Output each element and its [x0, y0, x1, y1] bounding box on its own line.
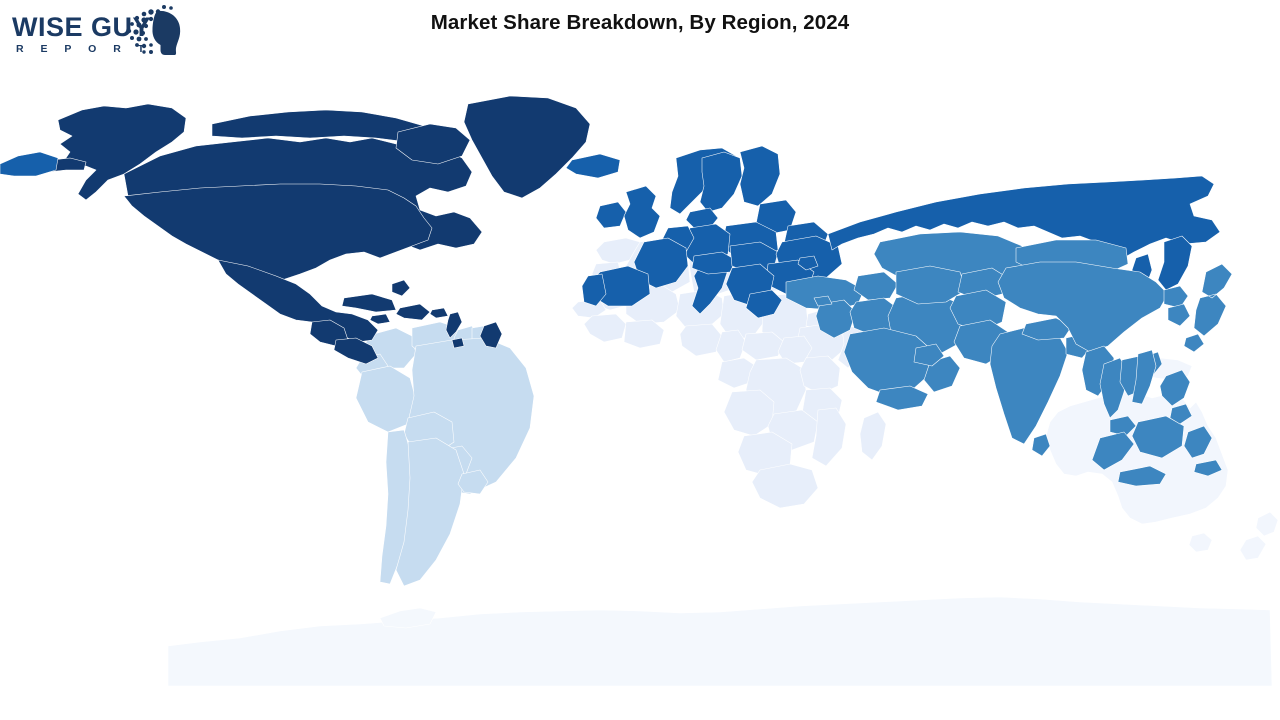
country-yemen — [876, 386, 928, 410]
country-new-zealand-south — [1240, 536, 1266, 560]
country-baffin-island — [396, 124, 470, 164]
region-south-america — [356, 322, 534, 586]
country-antarctic-peninsula — [380, 608, 436, 628]
country-georgia-armenia-azerbaijan — [854, 272, 898, 300]
country-russia-chukotka-west — [0, 152, 58, 176]
country-russia-kamchatka — [1158, 236, 1192, 290]
world-map-container — [0, 46, 1280, 706]
country-trinidad — [452, 338, 464, 348]
country-australia — [1046, 392, 1228, 524]
country-guinea-sierraleone-liberia — [584, 314, 626, 342]
country-sumatra — [1092, 432, 1134, 470]
country-vietnam — [1132, 350, 1156, 404]
country-north-korea — [1164, 286, 1188, 308]
country-tasmania — [1189, 533, 1212, 552]
country-lesser-antilles — [446, 312, 462, 338]
logo-wordmark-line1: WISE GUY — [12, 12, 151, 42]
country-java — [1118, 466, 1166, 486]
country-cuba — [342, 294, 396, 312]
country-borneo — [1132, 416, 1184, 458]
country-kyrgyzstan-tajikistan — [958, 268, 1008, 300]
country-uganda-kenya — [800, 356, 840, 394]
country-portugal — [582, 274, 606, 306]
country-greenland — [464, 96, 590, 198]
country-china — [998, 262, 1168, 352]
country-japan — [1184, 264, 1232, 352]
country-central-african-republic — [742, 332, 784, 360]
country-ivory-coast-ghana — [624, 320, 664, 348]
country-uae-qatar-kuwait — [914, 344, 944, 366]
logo-wordmark-line2: R E P O R T S — [16, 43, 175, 55]
logo-wordmark-group: WISE GUY R E P O R T S — [12, 12, 175, 55]
country-sri-lanka — [1032, 434, 1050, 456]
country-timor-maluku — [1194, 460, 1222, 476]
country-new-zealand-north — [1256, 512, 1278, 536]
region-asia-pacific — [786, 232, 1232, 486]
country-switzerland-austria — [692, 252, 736, 274]
country-puerto-rico — [430, 308, 448, 318]
country-south-africa — [752, 464, 818, 508]
country-jamaica — [370, 314, 390, 324]
brand-logo: WISE GUY R E P O R T S — [8, 4, 198, 62]
country-ireland — [596, 202, 626, 228]
country-angola — [724, 390, 774, 436]
country-philippines — [1160, 370, 1192, 424]
logo-head-icon — [126, 5, 181, 55]
world-choropleth-map — [0, 46, 1280, 706]
country-iceland — [566, 154, 620, 178]
country-greece — [746, 290, 782, 318]
country-mexico — [218, 260, 378, 342]
country-united-states — [124, 184, 432, 280]
country-united-kingdom — [624, 186, 660, 238]
country-cameroon — [716, 330, 746, 362]
country-nigeria — [680, 324, 722, 356]
country-malaysia — [1110, 416, 1136, 436]
region-north-america — [14, 96, 590, 364]
country-finland — [740, 146, 780, 206]
country-sweden — [700, 152, 742, 212]
country-bahamas — [392, 280, 410, 296]
country-moldova — [798, 256, 818, 270]
country-south-korea — [1168, 304, 1190, 326]
country-antarctica — [168, 597, 1272, 686]
country-hispaniola — [396, 304, 430, 320]
country-alaska — [58, 104, 186, 200]
country-madagascar — [860, 412, 886, 460]
country-cyprus — [814, 296, 832, 306]
region-europe — [0, 146, 1220, 318]
country-sulawesi — [1184, 426, 1212, 458]
country-nicaragua-costarica-panama — [334, 338, 378, 364]
country-argentina — [396, 438, 464, 586]
country-french-guiana — [480, 322, 502, 348]
country-uruguay — [458, 470, 488, 494]
country-mozambique — [812, 408, 846, 466]
country-syria-lebanon-israel-jordan — [816, 300, 856, 338]
country-nepal-bhutan — [1022, 318, 1072, 340]
region-antarctica — [168, 597, 1272, 686]
